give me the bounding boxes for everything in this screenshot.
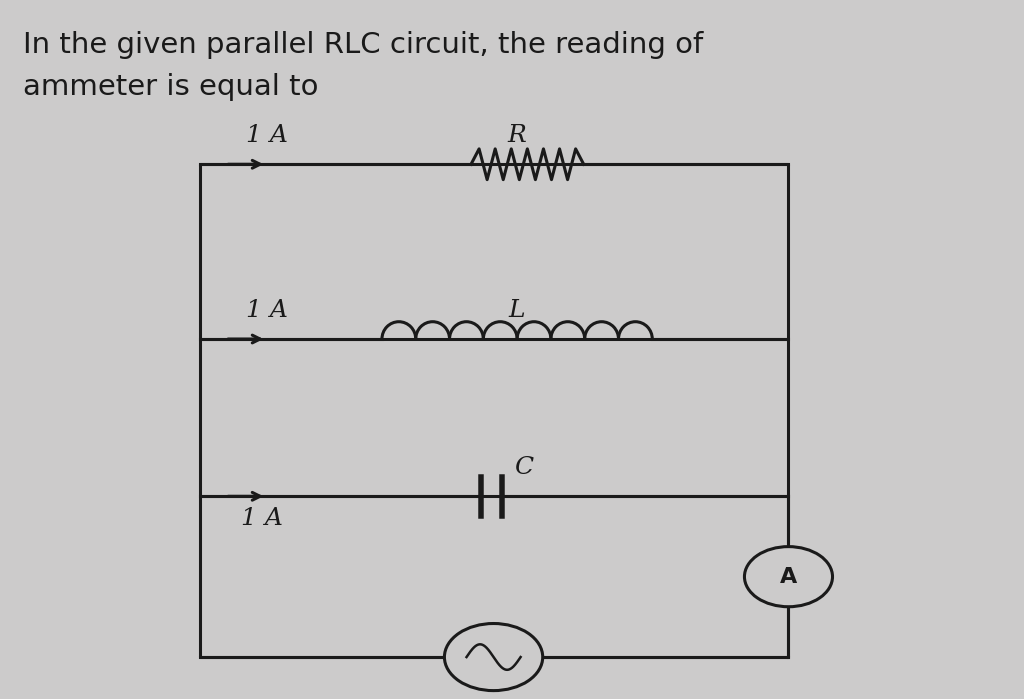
Text: ammeter is equal to: ammeter is equal to [23, 73, 318, 101]
Text: 1 A: 1 A [241, 507, 283, 530]
Circle shape [444, 624, 543, 691]
Text: C: C [514, 456, 534, 479]
Text: A: A [780, 567, 797, 586]
Text: R: R [508, 124, 526, 147]
Text: 1 A: 1 A [246, 298, 288, 322]
Text: In the given parallel RLC circuit, the reading of: In the given parallel RLC circuit, the r… [23, 31, 702, 59]
Text: L: L [509, 298, 525, 322]
Circle shape [744, 547, 833, 607]
Text: 1 A: 1 A [246, 124, 288, 147]
